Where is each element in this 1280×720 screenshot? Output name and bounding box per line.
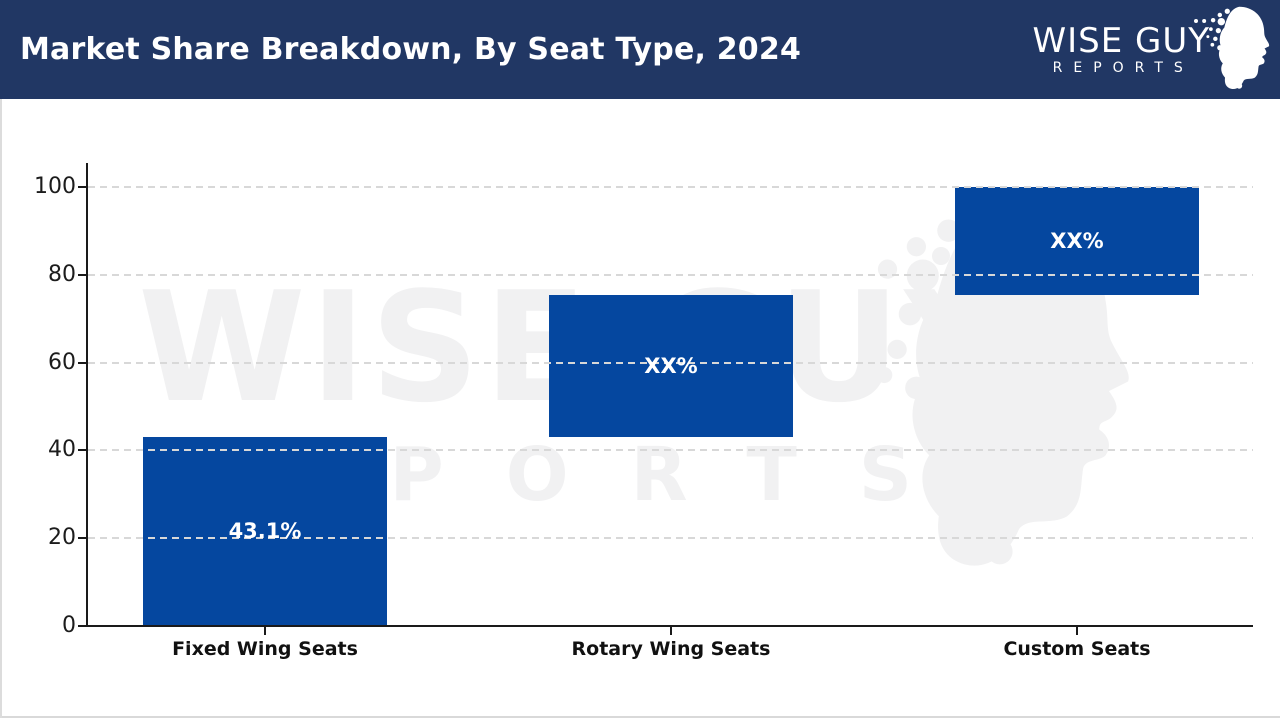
gridline [88, 449, 1253, 452]
category-label: Rotary Wing Seats [571, 638, 771, 660]
y-tick-mark [78, 537, 86, 540]
x-tick-mark [264, 627, 266, 635]
bottom-border-line [0, 716, 1280, 718]
y-tick-mark [78, 186, 86, 188]
gridline [88, 186, 1253, 188]
x-tick-mark [670, 627, 672, 635]
brand-wise-gu: WISE GU [1032, 21, 1189, 61]
category-label: Fixed Wing Seats [172, 638, 358, 660]
header: Market Share Breakdown, By Seat Type, 20… [0, 0, 1280, 99]
x-tick-mark [1076, 627, 1078, 635]
y-tick-label: 0 [62, 613, 76, 638]
brand-face-icon [1206, 6, 1270, 90]
bar-value-label: 43.1% [228, 519, 302, 544]
y-tick-mark [78, 449, 86, 452]
bar-value-label: XX% [1050, 228, 1104, 253]
gridline [88, 361, 1253, 364]
y-tick-label: 20 [48, 525, 76, 551]
x-axis-spine [86, 625, 1253, 627]
page-title: Market Share Breakdown, By Seat Type, 20… [20, 32, 802, 67]
brand-name: WISE GUY [1032, 19, 1210, 61]
y-tick-mark [78, 273, 86, 276]
left-border-line [0, 99, 2, 718]
bar [549, 294, 793, 437]
bar [143, 436, 387, 626]
brand-logo-text: WISE GUY REPORTS [1032, 19, 1210, 76]
gridline [88, 273, 1253, 276]
y-tick-label: 40 [48, 437, 76, 463]
gridline [88, 537, 1253, 540]
bar-value-label: XX% [644, 353, 698, 378]
y-tick-mark [78, 361, 86, 364]
y-tick-label: 60 [48, 349, 76, 375]
brand-reports: REPORTS [1052, 60, 1194, 76]
bar [955, 187, 1199, 295]
brand-dotted-y: Y [1188, 19, 1210, 61]
y-tick-label: 100 [34, 174, 76, 199]
y-axis-spine [86, 163, 88, 627]
y-tick-label: 80 [48, 261, 76, 287]
category-label: Custom Seats [1003, 638, 1151, 660]
brand-logo: WISE GUY REPORTS [1022, 0, 1272, 99]
y-tick-mark [78, 625, 86, 627]
